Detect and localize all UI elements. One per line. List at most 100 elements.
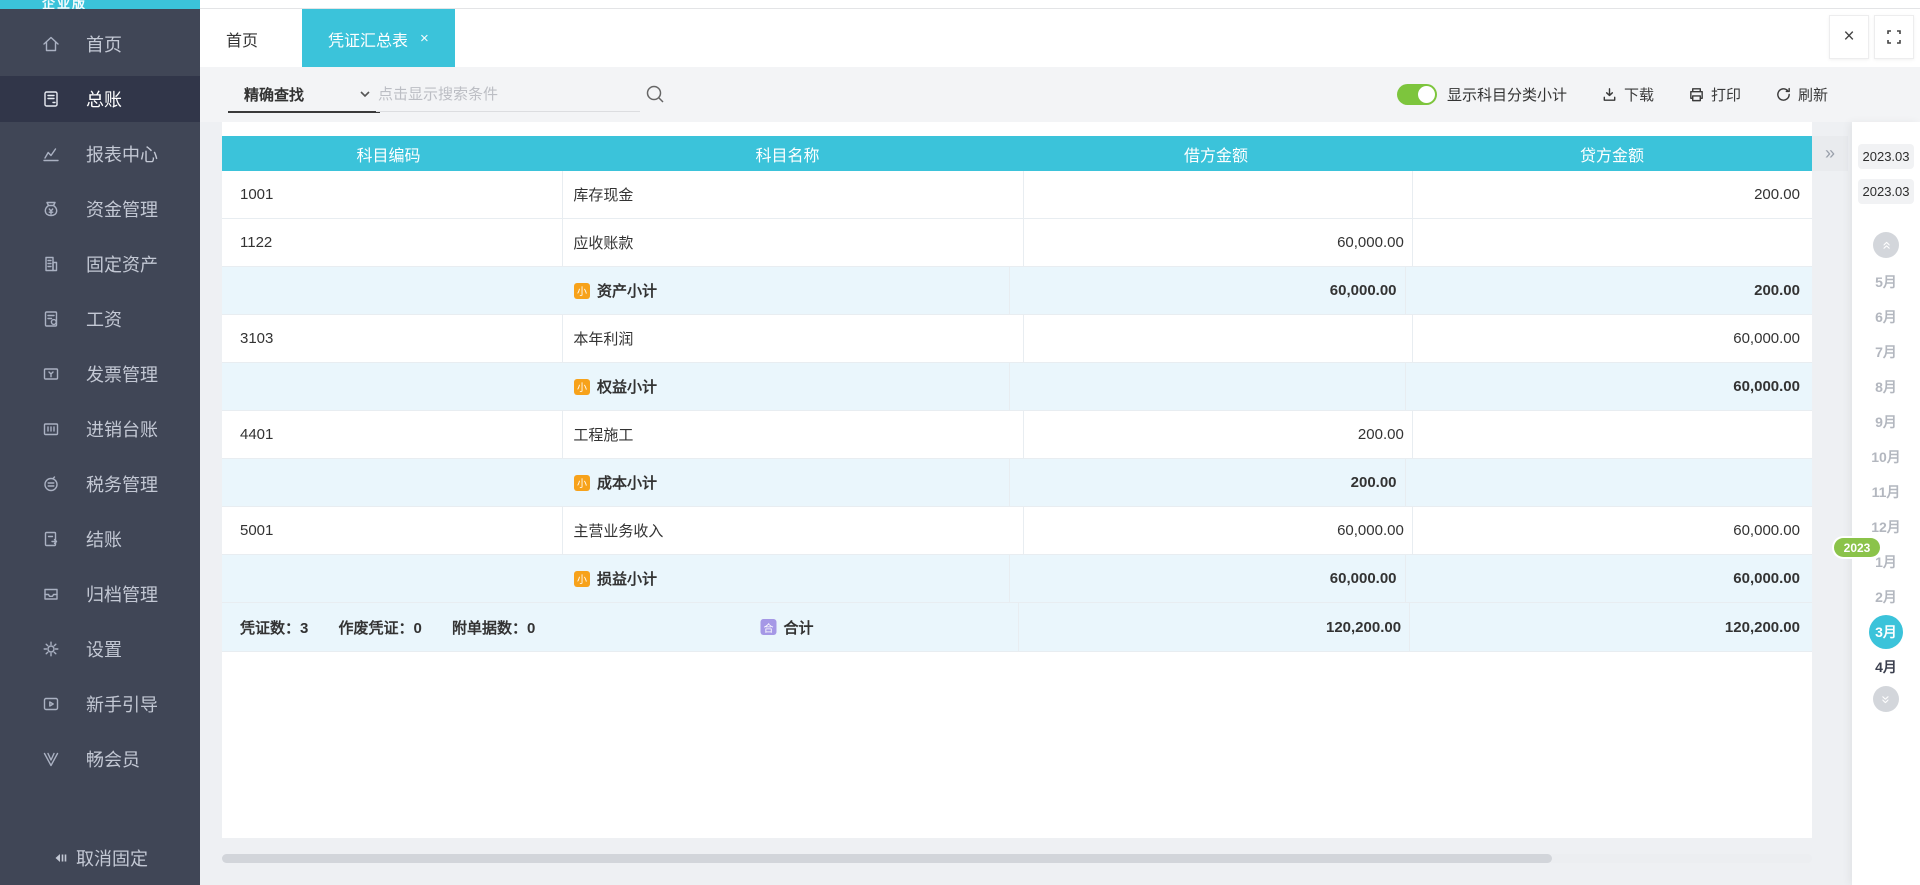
column-header-debit[interactable]: 借方金额 [1183,147,1248,165]
subtotal-row-equity: 小 权益小计 60,000.00 [222,363,1812,411]
guide-play-icon [40,693,62,715]
sidebar-item-label: 发票管理 [86,365,158,385]
month-item[interactable]: 5月 [1875,273,1897,290]
month-item[interactable]: 11月 [1871,483,1901,500]
close-button[interactable]: × [1829,15,1869,59]
subtotal-row-profit-loss: 小 损益小计 60,000.00 60,000.00 [222,555,1812,603]
sidebar-item-membership[interactable]: 畅会员 [0,736,200,782]
sidebar-item-fund-management[interactable]: 资金管理 [0,186,200,232]
month-item[interactable]: 8月 [1875,378,1897,395]
scrollbar-thumb[interactable] [222,854,1552,863]
print-button[interactable]: 打印 [1688,84,1741,105]
sidebar-item-settings[interactable]: 设置 [0,626,200,672]
chart-icon [40,143,62,165]
invoice-icon [40,363,62,385]
column-header-credit[interactable]: 贷方金额 [1579,147,1644,165]
sidebar-item-report-center[interactable]: 报表中心 [0,131,200,177]
table-footer-row: 凭证数：3 作废凭证：0 附单据数：0 合 合计 120,200.00 120,… [222,603,1812,652]
sidebar-item-fixed-assets[interactable]: 固定资产 [0,241,200,287]
cell-name: 工程施工 [563,411,1025,458]
tab-label: 凭证汇总表 [328,32,409,50]
column-header-name[interactable]: 科目名称 [755,147,820,165]
horizontal-scrollbar[interactable] [222,854,1812,863]
sidebar-item-salary[interactable]: 工资 [0,296,200,342]
subtotal-row-cost: 小 成本小计 200.00 [222,459,1812,507]
expand-columns-button[interactable]: » [1812,136,1848,171]
sidebar-item-beginner-guide[interactable]: 新手引导 [0,681,200,727]
cell-credit: 60,000.00 [1733,330,1800,347]
search-input[interactable] [376,77,640,112]
toolbar: 精确查找 显示科目分类小计 下载 打印 [200,67,1920,122]
fullscreen-button[interactable] [1874,15,1914,59]
download-button[interactable]: 下载 [1601,84,1654,105]
subtotal-toggle-wrap: 显示科目分类小计 [1396,84,1567,105]
counter-icon [40,418,62,440]
chevron-up-icon: » [1877,240,1895,250]
scroll-months-up-button[interactable]: » [1873,232,1899,258]
table-row[interactable]: 5001 主营业务收入 60,000.00 60,000.00 [222,507,1812,555]
subtotal-label: 权益小计 [596,379,657,396]
scroll-months-down-button[interactable]: » [1873,686,1899,712]
sidebar-item-label: 首页 [86,35,122,55]
toggle-knob [1417,86,1435,103]
search-mode-select[interactable]: 精确查找 [228,77,380,113]
month-item[interactable]: 2月 [1875,588,1897,605]
cell-credit: 200.00 [1754,282,1800,299]
table-row[interactable]: 4401 工程施工 200.00 [222,411,1812,459]
cell-debit: 200.00 [1010,459,1406,506]
sidebar-item-general-ledger[interactable]: 总账 [0,76,200,122]
cell-credit: 200.00 [1754,186,1800,203]
collapse-sidebar-button[interactable]: 取消固定 [0,845,200,871]
refresh-button[interactable]: 刷新 [1775,84,1828,105]
cell-name: 主营业务收入 [563,507,1025,554]
sidebar-item-archive-management[interactable]: 归档管理 [0,571,200,617]
subtotal-cell: 小 损益小计 [222,555,1010,602]
sidebar-item-invoice-management[interactable]: 发票管理 [0,351,200,397]
column-header-code[interactable]: 科目编码 [356,147,421,165]
sidebar-item-home[interactable]: 首页 [0,21,200,67]
month-item-selected[interactable]: 3月 [1852,614,1920,649]
cell-credit: 60,000.00 [1733,570,1800,587]
brand-label: 企业版 [42,0,88,9]
month-item[interactable]: 1月 [1875,553,1897,570]
cell-credit [1406,459,1812,506]
tab-voucher-summary[interactable]: 凭证汇总表 × [302,9,455,68]
refresh-icon [1777,87,1790,101]
period-end-box[interactable]: 2023.03 [1858,179,1914,204]
gear-icon [40,638,62,660]
month-item[interactable]: 4月 [1875,658,1897,675]
month-item[interactable]: 7月 [1875,343,1897,360]
archive-icon [40,583,62,605]
closing-icon [40,528,62,550]
subtotal-toggle[interactable] [1396,84,1437,105]
total-icon: 合 [760,619,777,635]
table-row[interactable]: 3103 本年利润 60,000.00 [222,315,1812,363]
cell-name: 应收账款 [563,219,1025,266]
window-controls: × [1829,15,1914,59]
period-start-box[interactable]: 2023.03 [1858,144,1914,169]
sidebar-item-label: 设置 [86,640,122,660]
sidebar-item-tax-management[interactable]: 税务管理 [0,461,200,507]
fullscreen-icon [1887,30,1901,44]
search-icon[interactable] [644,83,666,110]
sidebar-item-label: 畅会员 [86,750,140,770]
tab-bar: 首页 凭证汇总表 × × [200,8,1920,68]
month-item[interactable]: 12月 [1871,518,1901,535]
month-item[interactable]: 10月 [1871,448,1901,465]
month-item[interactable]: 6月 [1875,308,1897,325]
tab-close-icon[interactable]: × [420,30,429,47]
tab-home[interactable]: 首页 [200,9,284,68]
month-item[interactable]: 9月 [1875,413,1897,430]
footer-stats: 凭证数：3 作废凭证：0 附单据数：0 [240,617,561,638]
close-icon: × [1843,26,1855,47]
subtotal-label: 成本小计 [596,475,657,492]
cell-credit [1413,411,1812,458]
sidebar-item-label: 进销台账 [86,420,158,440]
home-icon [40,33,62,55]
year-badge: 2023 [1834,538,1880,557]
table-row[interactable]: 1001 库存现金 200.00 [222,171,1812,219]
total-label-wrap: 合 合计 [760,617,814,638]
sidebar-item-trade-ledger[interactable]: 进销台账 [0,406,200,452]
table-row[interactable]: 1122 应收账款 60,000.00 [222,219,1812,267]
sidebar-item-closing[interactable]: 结账 [0,516,200,562]
